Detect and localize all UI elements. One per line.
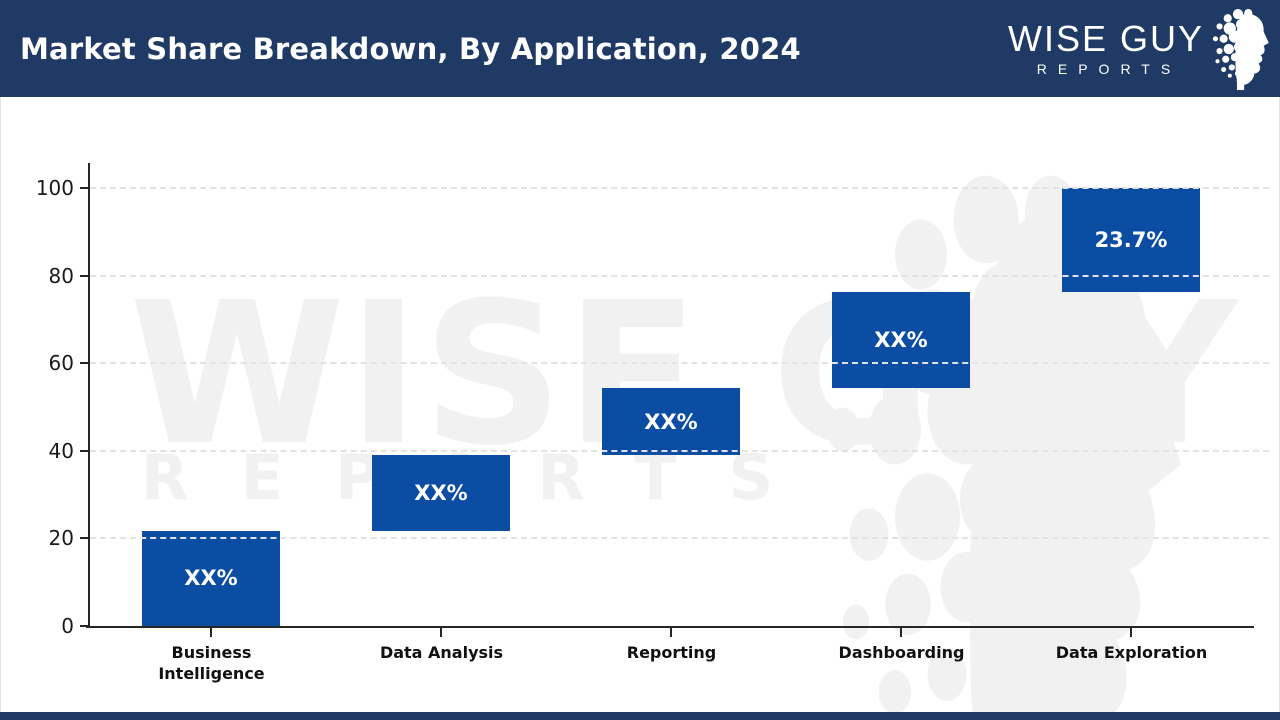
wiseguy-logo: WISE GUY REPORTS [1008, 8, 1270, 90]
bar [372, 455, 510, 531]
x-category-label: Reporting [626, 643, 717, 662]
y-tick-label: 60 [48, 351, 74, 376]
chart-title: Market Share Breakdown, By Application, … [20, 31, 801, 66]
y-tick-label: 40 [48, 438, 74, 463]
bar-value-label: XX% [184, 566, 238, 591]
x-axis-tick [670, 628, 672, 637]
gridline [90, 449, 1269, 452]
chart-area: WISE GUY REPORTS 020406080100XX%XX%XX%XX… [0, 97, 1280, 713]
y-tick-label: 80 [48, 263, 74, 288]
y-axis-tick [80, 449, 90, 452]
bar [832, 291, 970, 389]
x-category-label: Business Intelligence [158, 643, 265, 683]
header-band: Market Share Breakdown, By Application, … [0, 0, 1280, 97]
bar [602, 388, 740, 456]
face-profile [1235, 13, 1269, 90]
bar-value-label: XX% [414, 481, 468, 506]
y-axis-spine [88, 163, 90, 628]
bar-value-label: XX% [874, 327, 928, 352]
y-axis-tick [80, 537, 90, 540]
logo-subtext: REPORTS [1036, 60, 1182, 77]
bar [1062, 188, 1200, 292]
wiseguy-face-icon [1212, 8, 1269, 90]
gridline [90, 537, 1269, 540]
x-category-label: Data Analysis [379, 643, 504, 662]
x-axis-tick [1130, 628, 1132, 637]
x-category-label: Data Exploration [1055, 643, 1208, 662]
bar-value-label: 23.7% [1094, 227, 1168, 252]
y-tick-label: 100 [35, 176, 74, 200]
gridline [90, 362, 1269, 365]
y-axis-tick [80, 187, 90, 189]
x-category-label: Dashboarding [838, 643, 965, 662]
y-tick-label: 0 [61, 614, 74, 638]
x-axis-spine [86, 626, 1254, 628]
x-axis-tick [210, 628, 212, 637]
y-axis-tick [80, 625, 90, 627]
y-axis-tick [80, 274, 90, 277]
x-axis-tick [900, 628, 902, 637]
logo-wordmark: WISE GUY [1007, 17, 1204, 59]
footer-band [0, 712, 1280, 720]
y-tick-label: 20 [48, 526, 74, 551]
y-axis-tick [80, 362, 90, 365]
gridline [90, 274, 1269, 277]
x-axis-tick [440, 628, 442, 637]
bar-value-label: XX% [644, 409, 698, 434]
bar [142, 530, 280, 626]
gridline [90, 187, 1269, 189]
